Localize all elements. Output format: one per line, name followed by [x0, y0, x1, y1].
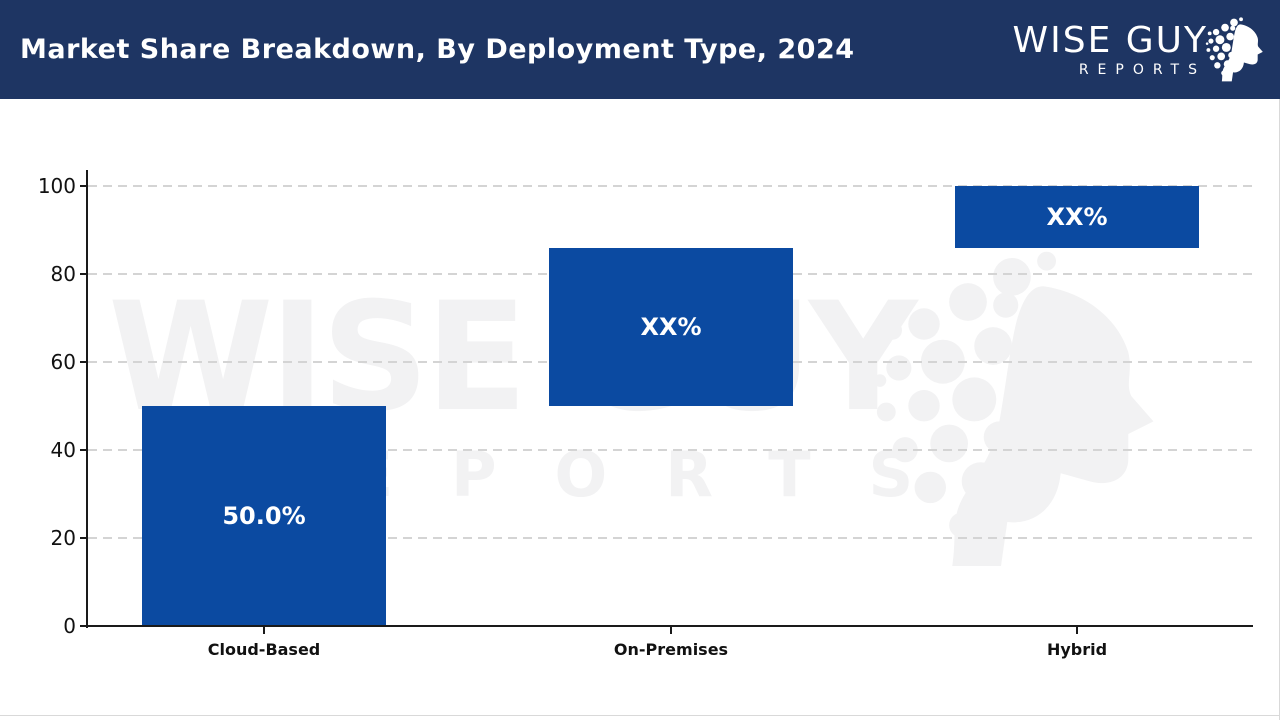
bar-value-label: XX% [640, 313, 702, 341]
y-tick-80 [80, 273, 88, 275]
gridline-20 [88, 537, 1253, 539]
y-tick-60 [80, 361, 88, 363]
logo-subtext: REPORTS [1078, 61, 1206, 78]
y-tick-label: 20 [50, 526, 76, 550]
bar-cloud-based: 50.0% [142, 406, 386, 626]
bar-value-label: XX% [1046, 203, 1108, 231]
y-tick-label: 80 [50, 262, 76, 286]
bar-on-premises: XX% [549, 248, 793, 406]
y-tick-0 [80, 625, 88, 627]
y-tick-40 [80, 449, 88, 451]
x-tick-1 [263, 626, 265, 634]
x-tick-label: Hybrid [1046, 640, 1108, 659]
bar-value-label: 50.0% [222, 502, 306, 530]
page-border-bottom [0, 715, 1280, 716]
x-tick-2 [670, 626, 672, 634]
logo-head-icon [1205, 16, 1263, 81]
wiseguy-logo: WISE GUY REPORTS [1013, 12, 1267, 88]
x-tick-label: Cloud-Based [207, 640, 321, 659]
logo-wordmark: WISE GUY [1012, 19, 1208, 61]
y-axis [86, 170, 88, 628]
y-tick-100 [80, 185, 88, 187]
x-tick-label: On-Premises [613, 640, 729, 659]
y-tick-20 [80, 537, 88, 539]
y-tick-label: 60 [50, 350, 76, 374]
x-tick-3 [1076, 626, 1078, 634]
y-tick-label: 100 [37, 174, 76, 198]
chart-header: Market Share Breakdown, By Deployment Ty… [0, 0, 1280, 99]
page-title: Market Share Breakdown, By Deployment Ty… [20, 34, 855, 65]
watermark-head-icon [873, 251, 1154, 566]
gridline-100 [88, 185, 1253, 187]
y-tick-label: 40 [50, 438, 76, 462]
gridline-40 [88, 449, 1253, 451]
x-axis [86, 625, 1253, 627]
bar-hybrid: XX% [955, 186, 1199, 248]
y-tick-label: 0 [63, 614, 76, 638]
